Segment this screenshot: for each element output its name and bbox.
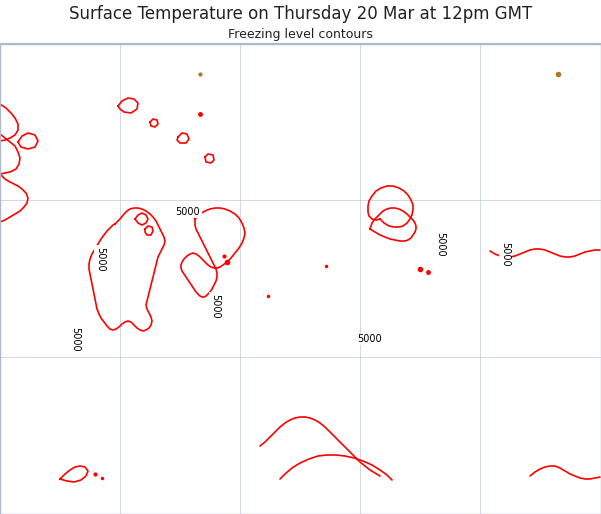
Text: Surface Temperature on Thursday 20 Mar at 12pm GMT: Surface Temperature on Thursday 20 Mar a…: [69, 5, 532, 23]
Text: 5000: 5000: [210, 293, 220, 318]
Text: 5000: 5000: [435, 232, 445, 256]
Text: 5000: 5000: [500, 242, 510, 266]
Text: Freezing level contours: Freezing level contours: [228, 28, 373, 41]
Text: 5000: 5000: [70, 327, 80, 351]
Text: 5000: 5000: [358, 334, 382, 344]
Text: 5000: 5000: [95, 247, 105, 271]
Text: 5000: 5000: [175, 207, 200, 217]
